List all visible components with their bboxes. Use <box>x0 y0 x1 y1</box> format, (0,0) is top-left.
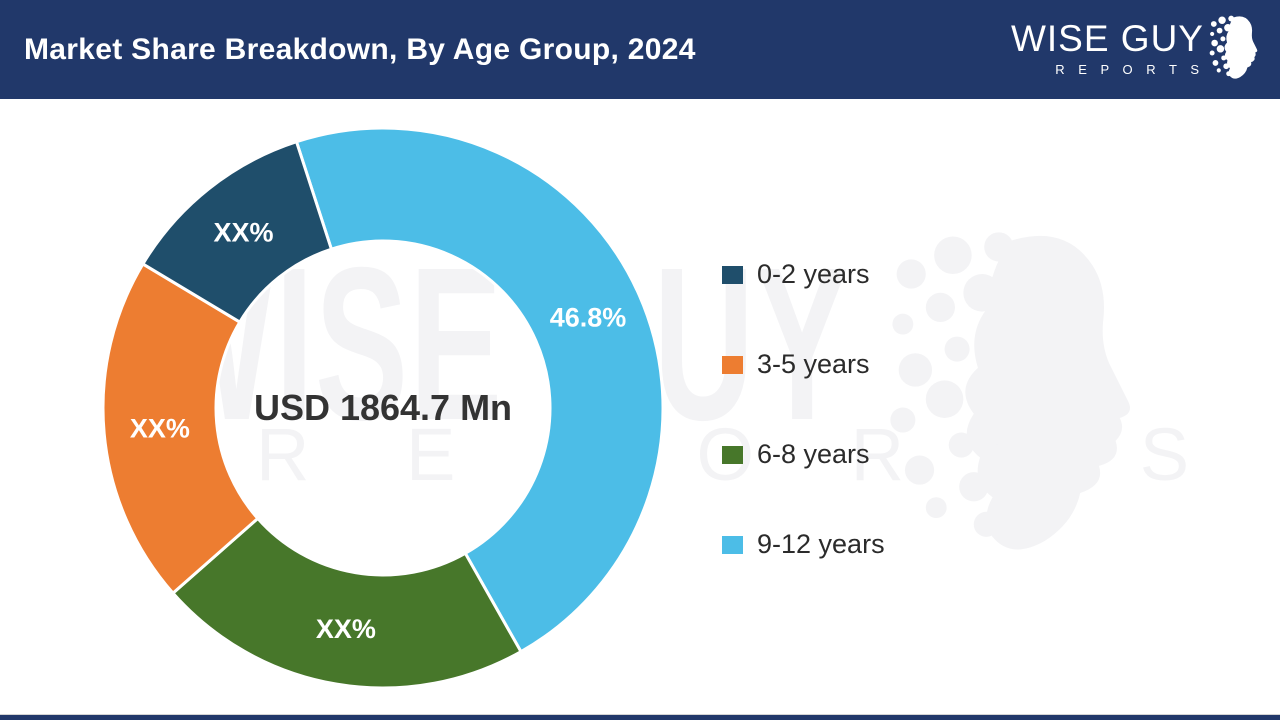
brand-tagline: R E P O R T S <box>1055 61 1204 77</box>
brand-name: WISE GUY <box>1010 17 1204 59</box>
donut-slice-6-8-years <box>170 516 524 690</box>
donut-chart: 46.8% XX% XX% XX% <box>101 126 665 690</box>
donut-slice-3-5-years <box>101 261 260 596</box>
legend-item-9-12-years: 9-12 years <box>722 530 885 559</box>
brand-face-icon <box>1209 15 1258 79</box>
slice-label-6-8-years: XX% <box>316 614 376 644</box>
legend-swatch <box>722 355 743 374</box>
chart-center-value: USD 1864.7 Mn <box>253 387 513 428</box>
legend-label: 6-8 years <box>757 439 870 469</box>
legend-item-0-2-years: 0-2 years <box>722 260 885 289</box>
legend-item-3-5-years: 3-5 years <box>722 350 885 379</box>
donut-slice-0-2-years <box>140 139 334 325</box>
legend-item-6-8-years: 6-8 years <box>722 440 885 469</box>
legend-label: 3-5 years <box>757 349 870 379</box>
slice-label-3-5-years: XX% <box>130 413 190 443</box>
brand-logo: WISE GUY R E P O R T S <box>1011 8 1266 88</box>
legend-label: 9-12 years <box>757 529 885 559</box>
header-bar: Market Share Breakdown, By Age Group, 20… <box>0 0 1280 99</box>
watermark-face-logo-icon <box>890 232 1130 550</box>
legend-swatch <box>722 535 743 554</box>
slice-label-9-12-years: 46.8% <box>550 303 627 333</box>
legend-label: 0-2 years <box>757 259 870 289</box>
legend-swatch <box>722 265 743 284</box>
slice-label-0-2-years: XX% <box>213 218 273 248</box>
brand-logo-text: WISE GUY R E P O R T S <box>1011 20 1204 77</box>
donut-slice-9-12-years <box>294 126 665 654</box>
footer-bar <box>0 714 1280 720</box>
page-title: Market Share Breakdown, By Age Group, 20… <box>24 32 696 66</box>
legend-swatch <box>722 445 743 464</box>
chart-legend: 0-2 years 3-5 years 6-8 years 9-12 years <box>722 260 885 620</box>
